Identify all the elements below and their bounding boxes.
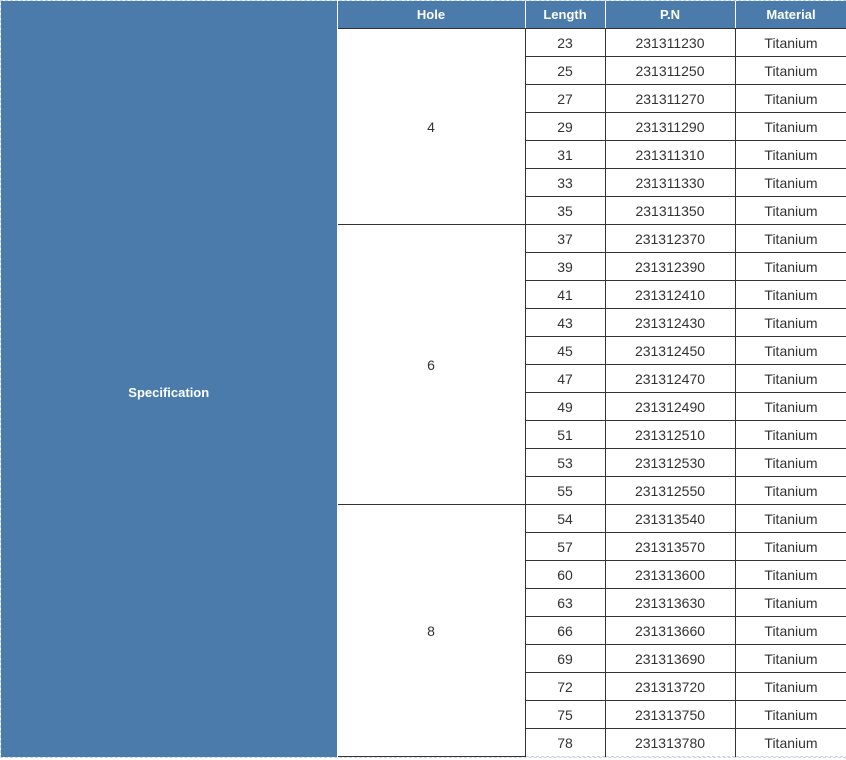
length-cell: 35 <box>525 197 605 225</box>
length-cell: 69 <box>525 645 605 673</box>
length-cell: 33 <box>525 169 605 197</box>
length-cell: 31 <box>525 141 605 169</box>
hole-cell: 4 <box>337 29 525 225</box>
material-cell: Titanium <box>735 113 846 141</box>
material-cell: Titanium <box>735 729 846 757</box>
length-cell: 29 <box>525 113 605 141</box>
length-cell: 53 <box>525 449 605 477</box>
pn-cell: 231311250 <box>605 57 735 85</box>
material-cell: Titanium <box>735 673 846 701</box>
spec-table: Hole Length P.N Material Specification42… <box>1 1 846 757</box>
header-spec-spacer <box>1 1 337 29</box>
pn-cell: 231312450 <box>605 337 735 365</box>
pn-cell: 231312410 <box>605 281 735 309</box>
pn-cell: 231313630 <box>605 589 735 617</box>
length-cell: 57 <box>525 533 605 561</box>
pn-cell: 231312470 <box>605 365 735 393</box>
pn-cell: 231311350 <box>605 197 735 225</box>
pn-cell: 231313660 <box>605 617 735 645</box>
pn-cell: 231312490 <box>605 393 735 421</box>
length-cell: 51 <box>525 421 605 449</box>
material-cell: Titanium <box>735 561 846 589</box>
length-cell: 78 <box>525 729 605 757</box>
length-cell: 41 <box>525 281 605 309</box>
material-cell: Titanium <box>735 701 846 729</box>
material-cell: Titanium <box>735 197 846 225</box>
header-pn: P.N <box>605 1 735 29</box>
length-cell: 63 <box>525 589 605 617</box>
material-cell: Titanium <box>735 225 846 253</box>
pn-cell: 231313600 <box>605 561 735 589</box>
pn-cell: 231313570 <box>605 533 735 561</box>
material-cell: Titanium <box>735 169 846 197</box>
material-cell: Titanium <box>735 421 846 449</box>
spec-label-cell: Specification <box>1 29 337 757</box>
pn-cell: 231313750 <box>605 701 735 729</box>
material-cell: Titanium <box>735 505 846 533</box>
length-cell: 75 <box>525 701 605 729</box>
header-length: Length <box>525 1 605 29</box>
material-cell: Titanium <box>735 393 846 421</box>
material-cell: Titanium <box>735 85 846 113</box>
pn-cell: 231312390 <box>605 253 735 281</box>
table-body: Specification423231311230Titanium2523131… <box>1 29 846 757</box>
table-row: Specification423231311230Titanium <box>1 29 846 57</box>
material-cell: Titanium <box>735 29 846 57</box>
table-header-row: Hole Length P.N Material <box>1 1 846 29</box>
length-cell: 72 <box>525 673 605 701</box>
material-cell: Titanium <box>735 589 846 617</box>
material-cell: Titanium <box>735 617 846 645</box>
pn-cell: 231312430 <box>605 309 735 337</box>
length-cell: 54 <box>525 505 605 533</box>
length-cell: 55 <box>525 477 605 505</box>
header-material: Material <box>735 1 846 29</box>
pn-cell: 231311330 <box>605 169 735 197</box>
material-cell: Titanium <box>735 365 846 393</box>
material-cell: Titanium <box>735 141 846 169</box>
header-hole: Hole <box>337 1 525 29</box>
hole-cell: 8 <box>337 505 525 757</box>
pn-cell: 231312510 <box>605 421 735 449</box>
pn-cell: 231311290 <box>605 113 735 141</box>
material-cell: Titanium <box>735 449 846 477</box>
length-cell: 37 <box>525 225 605 253</box>
length-cell: 47 <box>525 365 605 393</box>
spec-table-container: Hole Length P.N Material Specification42… <box>0 0 846 758</box>
length-cell: 39 <box>525 253 605 281</box>
length-cell: 27 <box>525 85 605 113</box>
pn-cell: 231313540 <box>605 505 735 533</box>
pn-cell: 231311230 <box>605 29 735 57</box>
length-cell: 43 <box>525 309 605 337</box>
material-cell: Titanium <box>735 253 846 281</box>
hole-cell: 6 <box>337 225 525 505</box>
pn-cell: 231312530 <box>605 449 735 477</box>
pn-cell: 231312370 <box>605 225 735 253</box>
pn-cell: 231313780 <box>605 729 735 757</box>
length-cell: 23 <box>525 29 605 57</box>
material-cell: Titanium <box>735 337 846 365</box>
length-cell: 45 <box>525 337 605 365</box>
material-cell: Titanium <box>735 645 846 673</box>
pn-cell: 231311310 <box>605 141 735 169</box>
length-cell: 60 <box>525 561 605 589</box>
pn-cell: 231312550 <box>605 477 735 505</box>
pn-cell: 231313720 <box>605 673 735 701</box>
length-cell: 25 <box>525 57 605 85</box>
material-cell: Titanium <box>735 477 846 505</box>
material-cell: Titanium <box>735 57 846 85</box>
length-cell: 49 <box>525 393 605 421</box>
material-cell: Titanium <box>735 309 846 337</box>
material-cell: Titanium <box>735 533 846 561</box>
pn-cell: 231313690 <box>605 645 735 673</box>
length-cell: 66 <box>525 617 605 645</box>
material-cell: Titanium <box>735 281 846 309</box>
pn-cell: 231311270 <box>605 85 735 113</box>
